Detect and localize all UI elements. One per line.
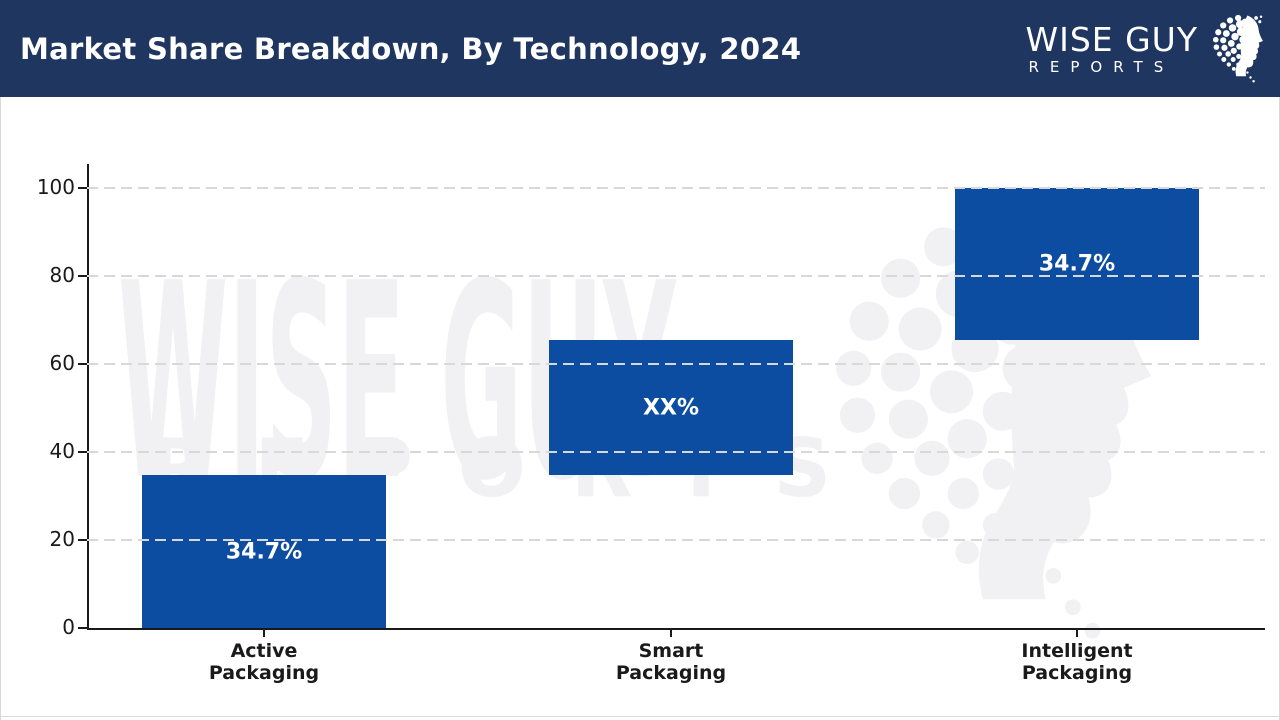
y-tick-mark xyxy=(78,450,87,453)
y-tick-label: 100 xyxy=(36,174,75,199)
bar-active-packaging: 34.7% xyxy=(142,475,386,628)
y-axis-line xyxy=(87,164,89,630)
y-gridline xyxy=(87,538,1265,541)
brand-name: WISE GUY xyxy=(1025,19,1198,59)
y-gridline xyxy=(87,274,1265,277)
brand-logo: WISE GUY REPORTS xyxy=(1025,0,1266,97)
y-gridline xyxy=(87,362,1265,365)
page-border-left xyxy=(0,97,1,720)
bar-smart-packaging: XX% xyxy=(549,340,793,476)
x-tick-mark xyxy=(263,628,265,637)
y-gridline xyxy=(87,450,1265,453)
y-tick-mark xyxy=(78,274,87,277)
brand-subname: REPORTS xyxy=(1028,57,1175,76)
bar-value-label: 34.7% xyxy=(225,539,303,565)
x-category-label: Smart Packaging xyxy=(615,640,727,684)
y-tick-label: 80 xyxy=(49,262,75,287)
y-tick-mark xyxy=(78,362,87,365)
brand-logo-text: WISE GUY REPORTS xyxy=(1025,19,1198,76)
bar-value-label: 34.7% xyxy=(1038,251,1116,277)
bar-intelligent-packaging: 34.7% xyxy=(955,187,1199,341)
y-tick-label: 40 xyxy=(49,438,75,463)
page-border-bottom xyxy=(0,716,1280,717)
header-bar: Market Share Breakdown, By Technology, 2… xyxy=(0,0,1280,97)
y-gridline xyxy=(87,186,1265,189)
x-category-label: Intelligent Packaging xyxy=(1021,640,1133,684)
chart-area: WISE GUY REPORTS 0 20 40 60 80 100 34.7% Active… xyxy=(0,97,1280,720)
y-tick-mark xyxy=(78,627,87,629)
logo-head-icon xyxy=(1212,14,1263,82)
x-axis-line xyxy=(87,628,1265,630)
y-tick-label: 20 xyxy=(49,526,75,551)
y-tick-mark xyxy=(78,186,87,189)
x-tick-mark xyxy=(1076,628,1078,637)
y-tick-mark xyxy=(78,538,87,541)
chart-title: Market Share Breakdown, By Technology, 2… xyxy=(20,31,802,66)
x-tick-mark xyxy=(670,628,672,637)
y-tick-label: 0 xyxy=(62,615,75,639)
bar-value-label: XX% xyxy=(643,395,699,421)
x-category-label: Active Packaging xyxy=(208,640,320,684)
y-tick-label: 60 xyxy=(49,350,75,375)
